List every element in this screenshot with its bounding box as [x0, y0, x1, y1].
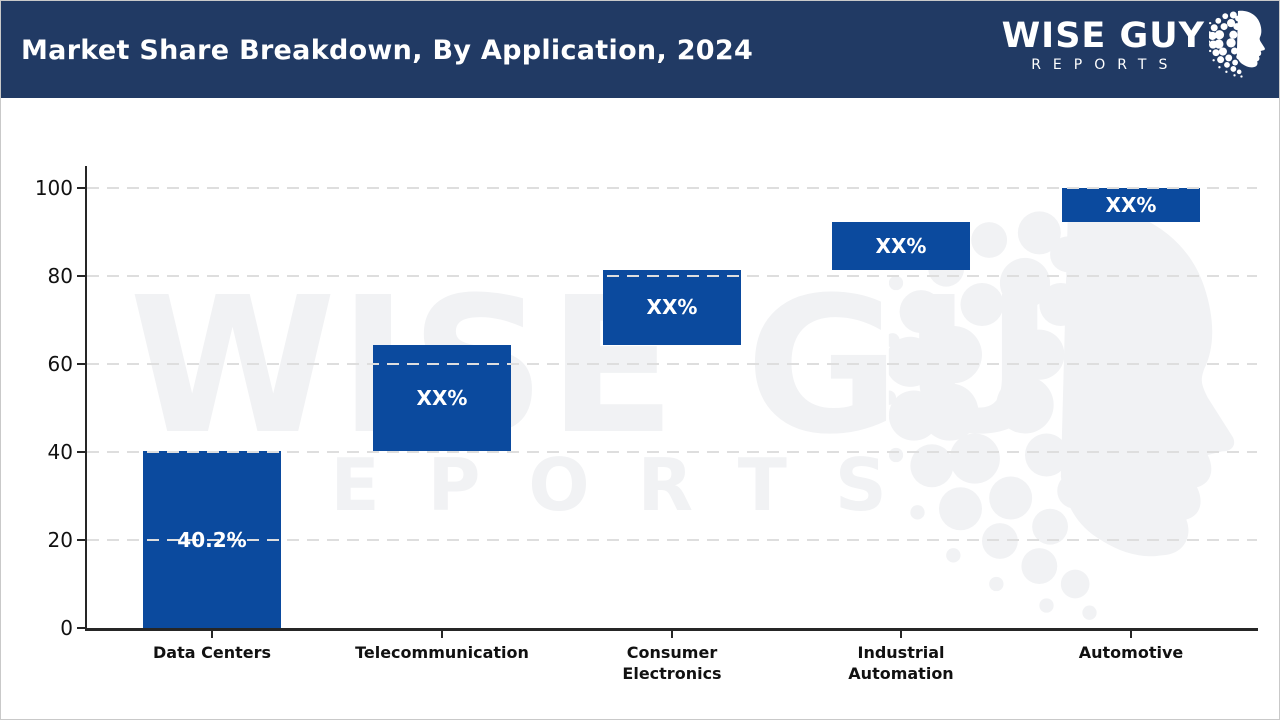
logo-reports-text: REPORTS [1031, 56, 1180, 73]
x-tick-mark [211, 631, 213, 638]
y-tick-mark [77, 539, 85, 541]
x-tick-mark [900, 631, 902, 638]
x-category-label-telecommunication: Telecommunication [355, 643, 529, 662]
y-tick-mark [77, 627, 85, 629]
y-tick-mark [77, 187, 85, 189]
bar-consumer-electronics [603, 269, 741, 345]
bar-automotive [1062, 188, 1200, 223]
y-tick-label-80: 80 [47, 264, 73, 288]
logo-head-icon [1209, 9, 1267, 79]
y-tick-mark [77, 275, 85, 277]
bar-industrial-automation [832, 222, 970, 270]
y-tick-label-40: 40 [47, 440, 73, 464]
bar-value-label-automotive: XX% [1105, 193, 1157, 218]
gridline-60 [87, 363, 1257, 365]
y-tick-mark [77, 363, 85, 365]
x-tick-mark [441, 631, 443, 638]
bar-value-label-telecommunication: XX% [416, 385, 468, 410]
header-banner: Market Share Breakdown, By Application, … [1, 1, 1279, 98]
gridline-40 [87, 451, 1257, 453]
x-category-label-consumer-electronics: Consumer Electronics [622, 643, 722, 683]
chart-title: Market Share Breakdown, By Application, … [21, 35, 754, 66]
x-category-label-data-centers: Data Centers [153, 643, 271, 662]
y-tick-label-20: 20 [47, 528, 73, 552]
x-category-label-automotive: Automotive [1078, 643, 1184, 662]
logo-wiseguy-text: WISE GUY [1001, 15, 1205, 56]
gridline-100 [87, 187, 1257, 189]
y-tick-label-60: 60 [47, 352, 73, 376]
bar-value-label-data-centers: 40.2% [177, 527, 247, 552]
x-axis-line [85, 628, 1258, 631]
bar-value-label-consumer-electronics: XX% [646, 295, 698, 320]
bar-value-label-industrial-automation: XX% [875, 234, 927, 259]
gridline-20 [87, 539, 1257, 541]
x-tick-mark [671, 631, 673, 638]
wise-guy-reports-logo: WISE GUY REPORTS [1002, 9, 1267, 79]
y-tick-mark [77, 451, 85, 453]
bar-telecommunication [373, 344, 511, 452]
y-tick-label-100: 100 [34, 176, 73, 200]
x-category-label-industrial-automation: Industrial Automation [848, 643, 954, 683]
logo-text: WISE GUY REPORTS [1002, 16, 1205, 73]
y-axis-line [85, 166, 87, 631]
x-tick-mark [1130, 631, 1132, 638]
y-tick-label-0: 0 [60, 616, 73, 640]
gridline-80 [87, 275, 1257, 277]
watermark-reports-text: REPORTS [227, 443, 935, 527]
